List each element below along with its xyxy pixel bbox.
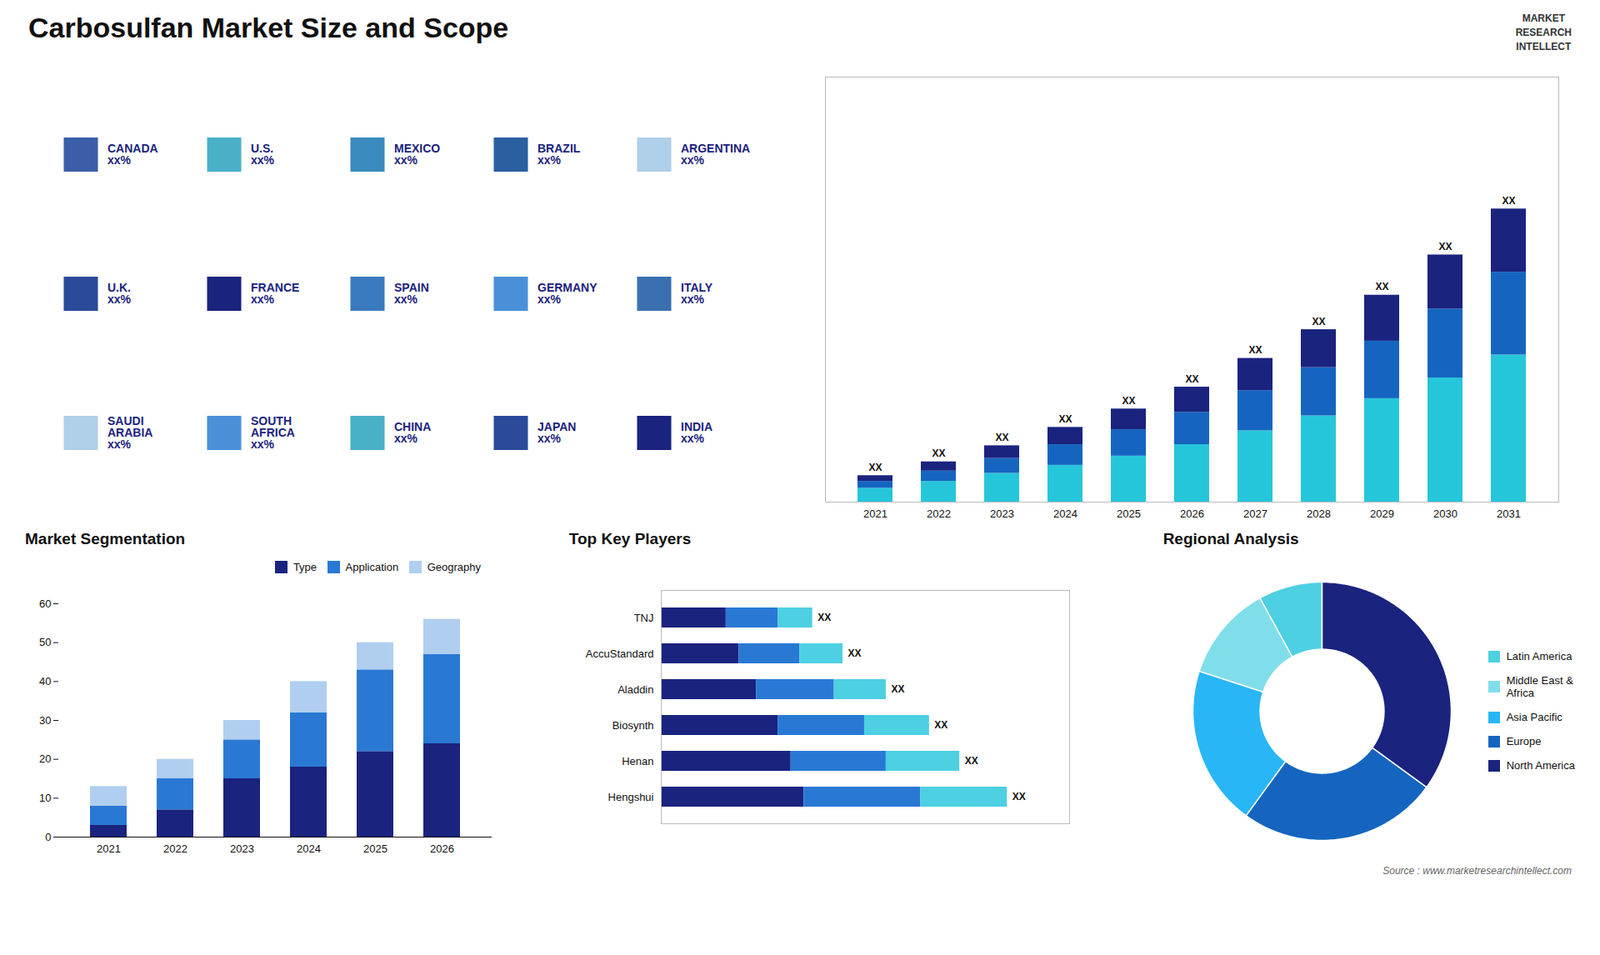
- svg-text:XX: XX: [934, 719, 948, 731]
- svg-text:2021: 2021: [96, 841, 121, 855]
- html-text:Europe: Europe: [1506, 735, 1542, 748]
- svg-text:INDIAxx%: INDIAxx%: [680, 420, 713, 445]
- html-text:Market Segmentation: Market Segmentation: [25, 530, 186, 548]
- svg-text:MEXICOxx%: MEXICOxx%: [394, 141, 440, 167]
- svg-text:2025: 2025: [1116, 507, 1141, 520]
- svg-text:2022: 2022: [926, 507, 951, 520]
- svg-text:XX: XX: [1121, 395, 1135, 407]
- svg-text:TNJ: TNJ: [633, 611, 654, 625]
- svg-text:Aladdin: Aladdin: [617, 683, 654, 696]
- svg-text:XX: XX: [1501, 195, 1515, 207]
- svg-text:XX: XX: [995, 431, 1009, 444]
- svg-text:Biosynth: Biosynth: [611, 719, 654, 732]
- svg-text:2023: 2023: [990, 507, 1015, 520]
- html-text:Middle East & Africa: Middle East & Africa: [1506, 674, 1574, 700]
- html-text:MARKET RESEARCH INTELLECT: MARKET RESEARCH INTELLECT: [1515, 12, 1572, 53]
- svg-text:2021: 2021: [863, 507, 888, 520]
- svg-text:2031: 2031: [1496, 507, 1521, 520]
- svg-text:XX: XX: [964, 755, 978, 767]
- svg-text:XX: XX: [1058, 413, 1072, 425]
- svg-text:SOUTHAFRICAxx%: SOUTHAFRICAxx%: [250, 414, 295, 451]
- svg-text:XX: XX: [1185, 373, 1199, 385]
- svg-text:XX: XX: [847, 647, 861, 660]
- svg-text:U.K.xx%: U.K.xx%: [107, 280, 132, 306]
- svg-text:CHINAxx%: CHINAxx%: [394, 420, 431, 445]
- html-text:Regional Analysis: Regional Analysis: [1163, 530, 1299, 548]
- svg-text:40: 40: [39, 674, 51, 687]
- svg-text:60: 60: [39, 596, 51, 610]
- html-text:Application: Application: [345, 560, 399, 574]
- svg-text:XX: XX: [1248, 344, 1262, 356]
- svg-text:ITALYxx%: ITALYxx%: [680, 280, 714, 306]
- svg-text:Henan: Henan: [621, 755, 654, 768]
- html-text:Asia Pacific: Asia Pacific: [1506, 710, 1563, 724]
- svg-text:10: 10: [39, 790, 51, 804]
- svg-text:XX: XX: [817, 611, 831, 624]
- svg-text:BRAZILxx%: BRAZILxx%: [537, 141, 581, 167]
- svg-text:XX: XX: [1012, 790, 1026, 803]
- svg-text:2026: 2026: [430, 841, 455, 855]
- svg-text:SAUDIARABIAxx%: SAUDIARABIAxx%: [107, 414, 153, 451]
- svg-text:XX: XX: [931, 447, 945, 460]
- svg-text:2030: 2030: [1433, 507, 1458, 520]
- svg-text:U.S.xx%: U.S.xx%: [250, 141, 275, 167]
- svg-text:XX: XX: [890, 683, 905, 695]
- html-text:Top Key Players: Top Key Players: [569, 530, 692, 548]
- svg-text:50: 50: [39, 635, 51, 649]
- svg-text:XX: XX: [1375, 280, 1389, 293]
- svg-text:0: 0: [45, 830, 51, 843]
- svg-text:2027: 2027: [1243, 507, 1268, 520]
- svg-text:ARGENTINAxx%: ARGENTINAxx%: [680, 141, 750, 167]
- html-text:Source : www.marketresearchint: Source : www.marketresearchintellect.com: [1382, 864, 1572, 877]
- svg-text:2023: 2023: [230, 841, 255, 855]
- svg-text:2024: 2024: [1053, 507, 1078, 520]
- html-text:North America: North America: [1506, 759, 1575, 772]
- svg-text:AccuStandard: AccuStandard: [585, 647, 655, 660]
- svg-text:CANADAxx%: CANADAxx%: [107, 141, 159, 167]
- html-text:Type: Type: [293, 560, 317, 574]
- svg-text:30: 30: [39, 713, 51, 726]
- svg-text:SPAINxx%: SPAINxx%: [394, 280, 430, 306]
- html-text:Carbosulfan Market Size and Sc: Carbosulfan Market Size and Scope: [28, 11, 509, 44]
- svg-text:2026: 2026: [1180, 507, 1205, 520]
- html-text:Latin America: Latin America: [1506, 650, 1572, 663]
- svg-text:Hengshui: Hengshui: [607, 790, 654, 804]
- svg-text:JAPANxx%: JAPANxx%: [537, 420, 576, 445]
- svg-text:XX: XX: [1438, 240, 1452, 253]
- svg-text:XX: XX: [1311, 315, 1325, 328]
- html-text:Geography: Geography: [427, 560, 481, 574]
- svg-text:2028: 2028: [1306, 507, 1331, 520]
- svg-text:XX: XX: [868, 461, 882, 474]
- svg-text:20: 20: [39, 752, 51, 765]
- svg-text:2029: 2029: [1370, 507, 1395, 520]
- svg-text:2022: 2022: [163, 841, 188, 855]
- svg-text:2024: 2024: [296, 841, 321, 855]
- svg-text:2025: 2025: [363, 841, 388, 855]
- svg-text:GERMANYxx%: GERMANYxx%: [537, 280, 598, 306]
- svg-text:FRANCExx%: FRANCExx%: [250, 280, 300, 306]
